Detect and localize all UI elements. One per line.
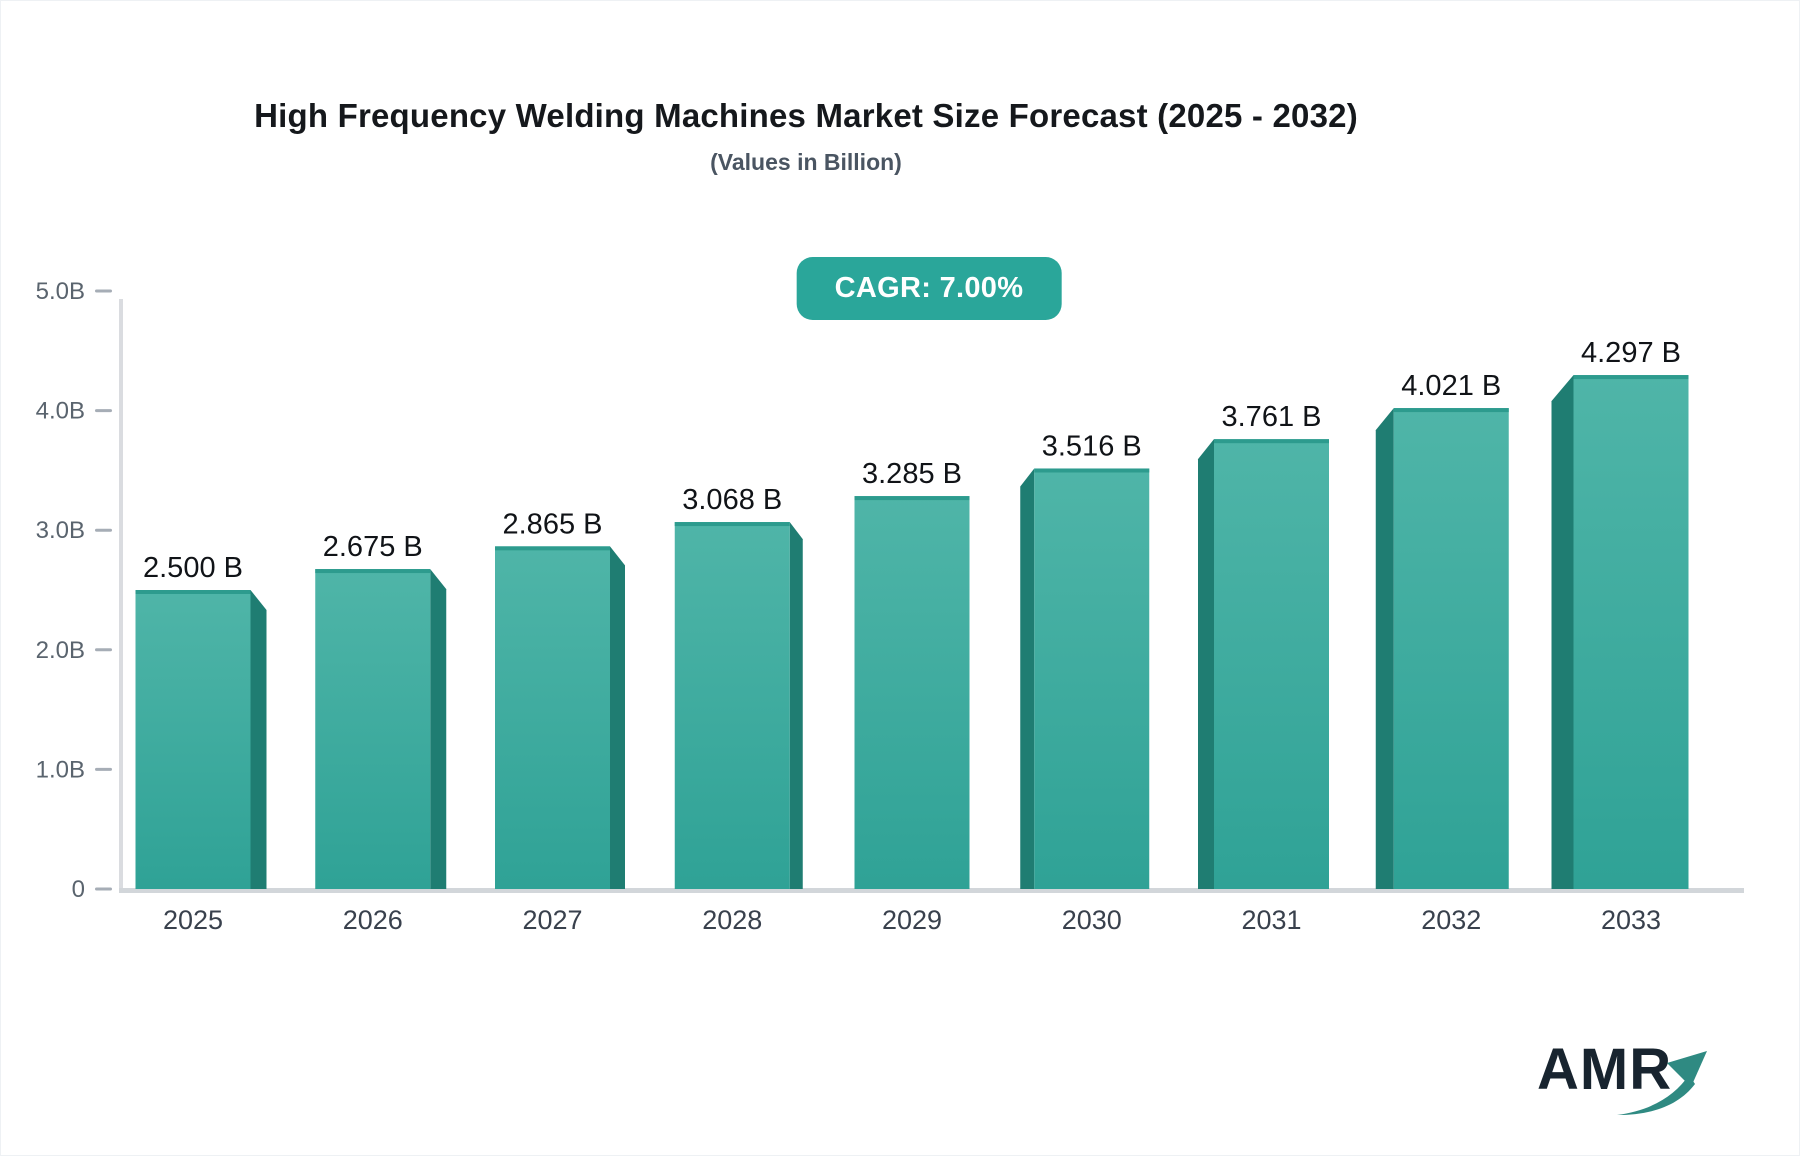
bar-side-face [1198, 439, 1214, 889]
bar-front-face [854, 496, 970, 889]
chart-axes [95, 289, 1744, 893]
bar-side-face [610, 546, 625, 889]
bar-value-label: 3.516 B [1042, 430, 1142, 462]
bar-side-face [1375, 408, 1394, 889]
bar-front-face [674, 522, 790, 889]
bar-top-edge [1214, 439, 1329, 444]
y-tick [95, 767, 112, 771]
y-tick [95, 648, 112, 652]
x-category-label: 2031 [1241, 905, 1301, 935]
bar-top-edge [135, 590, 251, 594]
bar-value-label: 3.068 B [682, 484, 782, 516]
x-category-label: 2025 [163, 905, 223, 935]
bar-side-face [1551, 375, 1574, 889]
y-tick [95, 409, 112, 413]
bar-value-label: 3.285 B [862, 458, 962, 490]
bar-2028 [674, 522, 803, 889]
bar-2025 [135, 590, 267, 889]
y-tick-label: 5.0B [36, 278, 85, 305]
y-tick-label: 0 [72, 876, 85, 903]
bar-value-label: 4.021 B [1401, 370, 1501, 402]
bar-top-edge [495, 546, 610, 551]
x-category-label: 2033 [1601, 905, 1661, 935]
bar-value-label: 2.500 B [143, 552, 243, 584]
cagr-badge: CAGR: 7.00% [796, 257, 1062, 320]
y-tick-label: 1.0B [36, 756, 85, 783]
x-category-label: 2030 [1062, 905, 1122, 935]
bar-top-edge [1034, 468, 1150, 473]
bar-value-label: 2.865 B [503, 508, 603, 540]
chart-bars [135, 375, 1689, 889]
bar-top-edge [1573, 375, 1689, 380]
bar-2026 [315, 569, 447, 889]
y-tick [95, 887, 112, 891]
growth-arrow-icon [1617, 1051, 1707, 1115]
bar-front-face [1034, 468, 1150, 889]
x-category-label: 2028 [702, 905, 762, 935]
bar-2029 [854, 496, 970, 889]
y-tick [95, 528, 112, 532]
bar-2031 [1198, 439, 1329, 889]
bar-side-face [1020, 468, 1035, 889]
y-tick-label: 3.0B [36, 517, 85, 544]
amr-logo: AMR [1537, 1037, 1707, 1115]
bar-side-face [789, 522, 803, 889]
bar-2027 [495, 546, 625, 889]
amr-logo-text: AMR [1537, 1037, 1672, 1102]
y-tick-label: 4.0B [36, 398, 85, 425]
bar-top-edge [854, 496, 970, 501]
bar-side-face [430, 569, 447, 889]
bar-2030 [1020, 468, 1150, 889]
chart-subtitle: (Values in Billion) [710, 149, 902, 175]
bar-value-label: 3.761 B [1222, 401, 1322, 433]
chart-labels: 0 1.0B 2.0B 3.0B 4.0B 5.0B 2.500 B 2025 2.675 B 2… [36, 278, 1681, 935]
x-axis-line [119, 888, 1744, 893]
y-tick-label: 2.0B [36, 637, 85, 664]
bar-front-face [1214, 439, 1329, 889]
x-category-label: 2026 [343, 905, 403, 935]
bar-2032 [1375, 408, 1509, 889]
x-category-label: 2032 [1421, 905, 1481, 935]
bar-front-face [1573, 375, 1689, 889]
chart-header: High Frequency Welding Machines Market S… [1, 97, 1611, 176]
bar-value-label: 2.675 B [323, 531, 423, 563]
bar-front-face [495, 546, 610, 889]
bar-top-edge [1393, 408, 1509, 413]
y-axis-line [119, 299, 123, 893]
bar-top-edge [674, 522, 790, 527]
bar-front-face [135, 590, 251, 889]
bar-top-edge [315, 569, 431, 574]
bar-2033 [1551, 375, 1689, 889]
bar-front-face [315, 569, 431, 889]
x-category-label: 2027 [522, 905, 582, 935]
bar-front-face [1393, 408, 1509, 889]
x-category-label: 2029 [882, 905, 942, 935]
y-tick [95, 289, 112, 293]
chart-title: High Frequency Welding Machines Market S… [254, 97, 1358, 134]
bar-value-label: 4.297 B [1581, 337, 1681, 369]
bar-side-face [250, 590, 267, 889]
